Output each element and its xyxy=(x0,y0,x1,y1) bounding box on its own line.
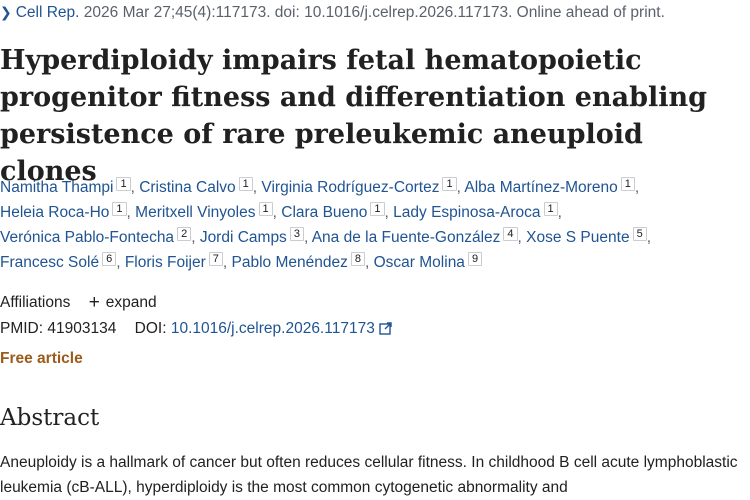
author-separator: , xyxy=(191,229,196,246)
author-name-link[interactable]: Namitha Thampi xyxy=(0,179,114,196)
affiliation-number-button[interactable]: 2 xyxy=(177,227,192,241)
abstract-text: Aneuploidy is a hallmark of cancer but o… xyxy=(0,454,738,496)
external-link-icon xyxy=(379,322,392,335)
affiliation-number-button[interactable]: 1 xyxy=(543,202,558,216)
author-item: Floris Foijer 7, xyxy=(124,252,228,271)
author-name-link[interactable]: Virginia Rodríguez-Cortez xyxy=(261,179,440,196)
journal-link[interactable]: Cell Rep. xyxy=(15,4,80,21)
author-item: Oscar Molina 9 xyxy=(373,252,483,271)
author-item: Cristina Calvo 1, xyxy=(139,177,258,196)
author-name-link[interactable]: Oscar Molina xyxy=(373,254,465,271)
author-item: Meritxell Vinyoles 1, xyxy=(135,202,277,221)
author-separator: , xyxy=(634,179,640,196)
affiliation-number-button[interactable]: 1 xyxy=(116,177,131,191)
affiliation-number-button[interactable]: 9 xyxy=(467,252,483,266)
expand-label: expand xyxy=(105,294,157,311)
author-item: Heleia Roca-Ho 1, xyxy=(0,202,131,221)
author-separator: , xyxy=(272,204,277,221)
author-name-link[interactable]: Francesc Solé xyxy=(0,254,100,271)
affiliation-number-button[interactable]: 1 xyxy=(442,177,457,191)
author-name-link[interactable]: Jordi Camps xyxy=(199,229,287,246)
author-name-link[interactable]: Ana de la Fuente-González xyxy=(311,229,501,246)
affiliation-number-button[interactable]: 5 xyxy=(632,227,647,241)
article-title: Hyperdiploidy impairs fetal hematopoieti… xyxy=(0,45,707,187)
affiliations-row: Affiliations + expand xyxy=(0,292,157,314)
free-article-label: Free article xyxy=(0,350,83,367)
author-separator: , xyxy=(456,179,461,196)
pmid-label: PMID: xyxy=(0,320,44,337)
affiliation-number-button[interactable]: 6 xyxy=(102,252,117,266)
author-separator: , xyxy=(646,229,652,246)
author-item: Jordi Camps 3, xyxy=(199,227,309,246)
doi-link[interactable]: 10.1016/j.celrep.2026.117173 xyxy=(171,320,392,337)
affiliation-number-button[interactable]: 4 xyxy=(503,227,518,241)
affiliation-number-button[interactable]: 1 xyxy=(370,202,385,216)
affiliation-number-button[interactable]: 1 xyxy=(258,202,273,216)
author-name-link[interactable]: Verónica Pablo-Fontecha xyxy=(0,229,175,246)
affiliation-number-button[interactable]: 1 xyxy=(112,202,127,216)
citation-details: 2026 Mar 27;45(4):117173. doi: 10.1016/j… xyxy=(83,4,665,21)
author-separator: , xyxy=(130,179,135,196)
author-name-link[interactable]: Heleia Roca-Ho xyxy=(0,204,110,221)
affiliation-number-button[interactable]: 7 xyxy=(208,252,223,266)
author-name-link[interactable]: Meritxell Vinyoles xyxy=(135,204,256,221)
doi-value: 10.1016/j.celrep.2026.117173 xyxy=(170,320,375,337)
affiliation-number-button[interactable]: 1 xyxy=(620,177,635,191)
plus-icon: + xyxy=(88,292,100,313)
author-item: Pablo Menéndez 8, xyxy=(231,252,370,271)
author-name-link[interactable]: Floris Foijer xyxy=(124,254,206,271)
author-name-link[interactable]: Pablo Menéndez xyxy=(231,254,348,271)
author-separator: , xyxy=(557,204,562,221)
affiliation-number-button[interactable]: 1 xyxy=(238,177,253,191)
abstract-heading: Abstract xyxy=(0,405,100,431)
author-separator: , xyxy=(384,204,389,221)
author-item: Namitha Thampi 1, xyxy=(0,177,135,196)
author-item: Virginia Rodríguez-Cortez 1, xyxy=(261,177,461,196)
pmid-value: 41903134 xyxy=(47,320,117,337)
identifiers-row: PMID: 41903134 DOI: 10.1016/j.celrep.202… xyxy=(0,320,392,338)
author-name-link[interactable]: Clara Bueno xyxy=(281,204,368,221)
author-separator: , xyxy=(222,254,228,271)
author-name-link[interactable]: Xose S Puente xyxy=(526,229,630,246)
chevron-right-icon[interactable]: ❯ xyxy=(0,4,12,20)
author-separator: , xyxy=(126,204,131,221)
author-item: Lady Espinosa-Aroca 1, xyxy=(393,202,562,221)
author-separator: , xyxy=(116,254,121,271)
doi-label: DOI: xyxy=(134,320,167,337)
author-separator: , xyxy=(517,229,522,246)
affiliation-number-button[interactable]: 8 xyxy=(350,252,365,266)
author-item: Xose S Puente 5, xyxy=(526,227,652,246)
affiliation-number-button[interactable]: 3 xyxy=(289,227,304,241)
author-name-link[interactable]: Lady Espinosa-Aroca xyxy=(393,204,541,221)
expand-affiliations-button[interactable]: + expand xyxy=(88,292,157,313)
author-item: Verónica Pablo-Fontecha 2, xyxy=(0,227,196,246)
author-item: Francesc Solé 6, xyxy=(0,252,121,271)
author-item: Alba Martínez-Moreno 1, xyxy=(464,177,640,196)
author-separator: , xyxy=(365,254,370,271)
affiliations-label: Affiliations xyxy=(0,294,71,311)
author-item: Ana de la Fuente-González 4, xyxy=(311,227,522,246)
citation-line: ❯ Cell Rep. 2026 Mar 27;45(4):117173. doi… xyxy=(0,4,665,22)
author-name-link[interactable]: Cristina Calvo xyxy=(139,179,236,196)
authors-list: Namitha Thampi 1, Cristina Calvo 1, Virgin… xyxy=(0,175,745,275)
author-separator: , xyxy=(303,229,309,246)
author-separator: , xyxy=(252,179,258,196)
author-item: Clara Bueno 1, xyxy=(281,202,389,221)
author-name-link[interactable]: Alba Martínez-Moreno xyxy=(464,179,618,196)
